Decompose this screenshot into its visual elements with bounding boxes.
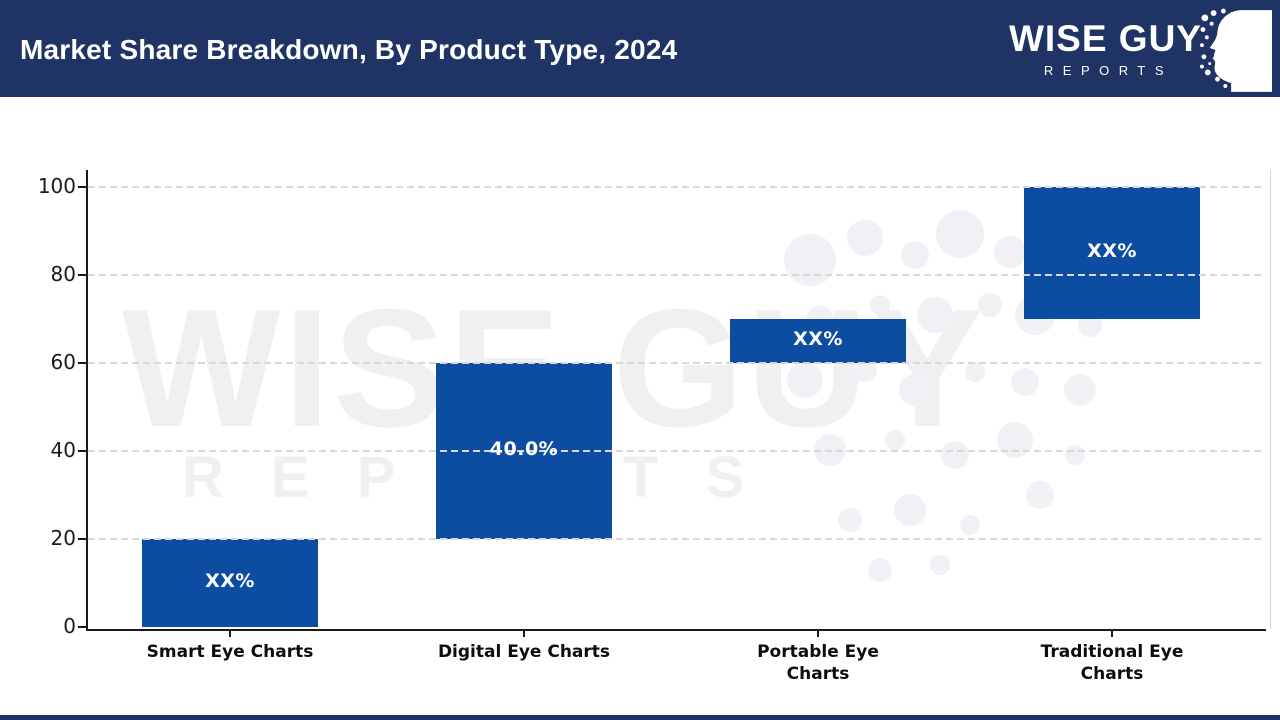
x-tick: [229, 631, 231, 637]
y-tick-label: 80: [50, 262, 76, 286]
y-gridline: [88, 274, 1262, 276]
y-tick-label: 0: [63, 614, 76, 638]
brand-logo: WISE GUY REPORTS: [1009, 6, 1272, 92]
category-label: Traditional Eye Charts: [1040, 642, 1184, 685]
x-axis-spine: [86, 629, 1266, 631]
bar-value-label: XX%: [1087, 240, 1137, 262]
y-tick-label: 20: [50, 526, 76, 550]
y-gridline: [88, 538, 1262, 540]
x-tick: [817, 631, 819, 637]
y-gridline: [88, 450, 1262, 452]
logo-wordmark: WISE GUY REPORTS: [1009, 18, 1202, 78]
y-tick: [78, 626, 86, 628]
logo-face-icon: [1200, 8, 1272, 92]
bar-value-label: XX%: [205, 570, 255, 592]
header-band: Market Share Breakdown, By Product Type,…: [0, 0, 1280, 97]
y-gridline: [88, 362, 1262, 364]
bar-value-label: XX%: [793, 328, 843, 350]
footer-band: [0, 715, 1280, 720]
bar: [1024, 187, 1200, 319]
category-label: Portable Eye Charts: [757, 642, 879, 685]
category-label: Smart Eye Charts: [146, 642, 314, 662]
y-axis-spine: [86, 170, 88, 631]
y-tick-label: 100: [37, 174, 76, 198]
bar-value-label: 40.0%: [489, 438, 559, 460]
x-tick: [1111, 631, 1113, 637]
bar: [730, 319, 906, 363]
y-tick-label: 40: [50, 438, 76, 462]
x-tick: [523, 631, 525, 637]
y-tick: [78, 362, 86, 364]
y-tick: [78, 538, 86, 540]
y-tick: [78, 186, 86, 188]
chart-title: Market Share Breakdown, By Product Type,…: [20, 34, 678, 65]
y-tick-label: 60: [50, 350, 76, 374]
logo-subtext: REPORTS: [1043, 63, 1174, 78]
category-label: Digital Eye Charts: [437, 642, 611, 662]
logo-name: WISE GUY: [1008, 18, 1202, 59]
bar: [142, 539, 318, 627]
plot-right-border: [1270, 170, 1271, 629]
y-tick: [78, 274, 86, 276]
y-gridline: [88, 186, 1262, 188]
y-tick: [78, 450, 86, 452]
